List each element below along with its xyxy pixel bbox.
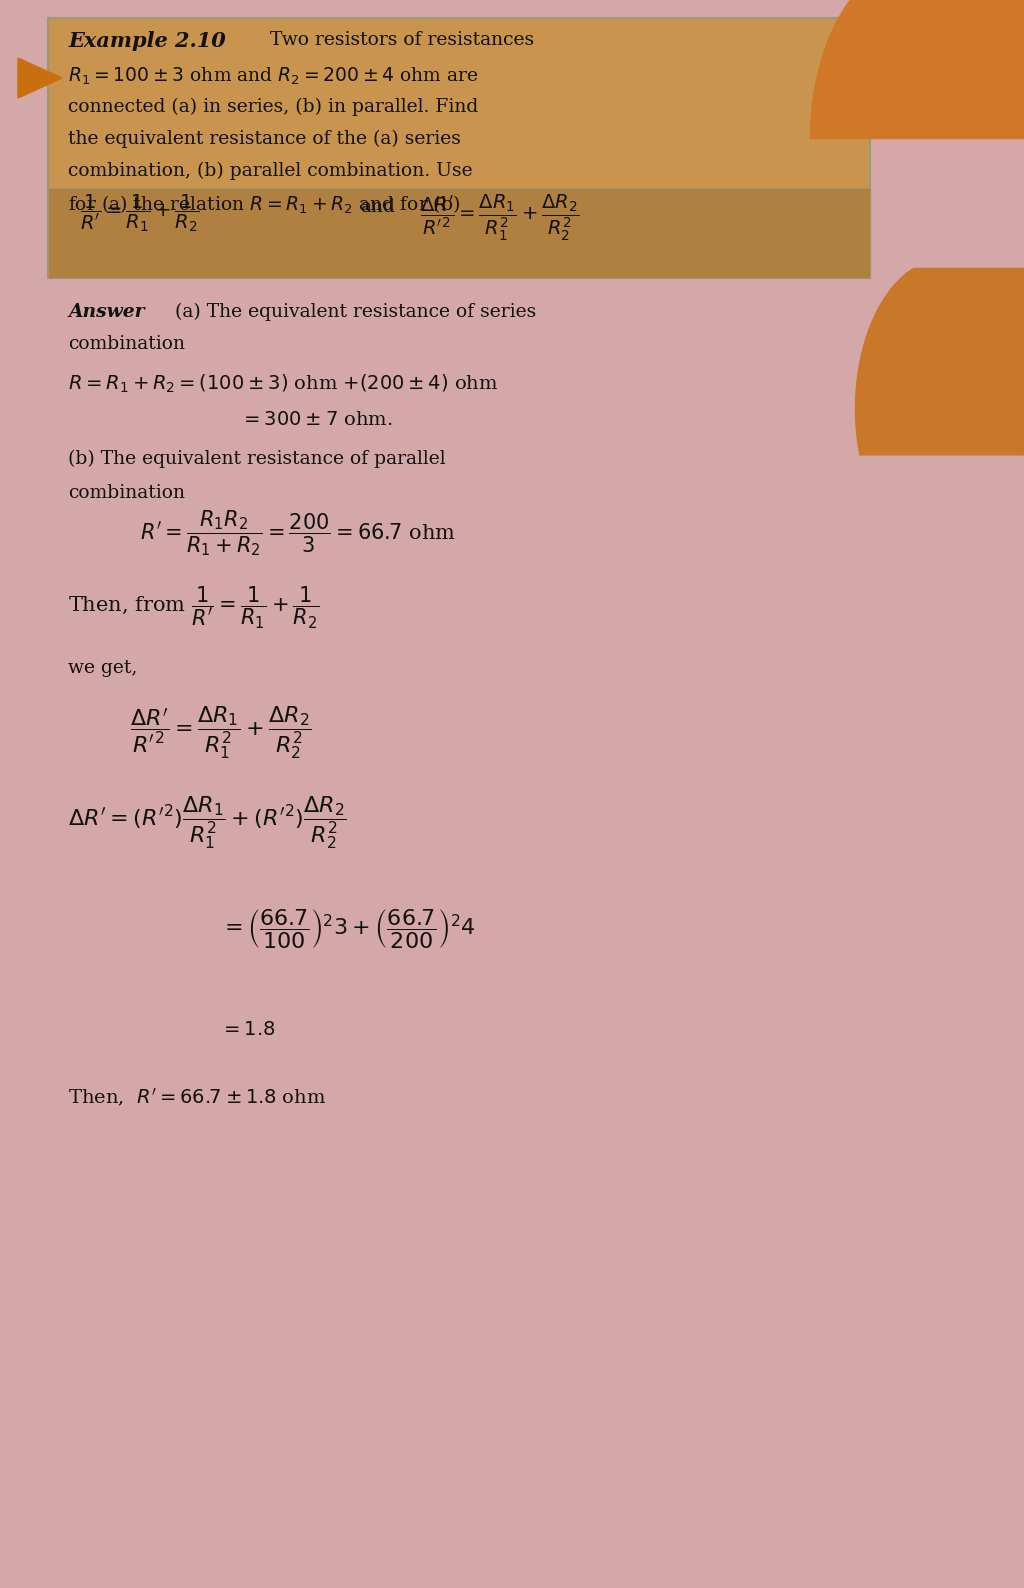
Text: $= 1.8$: $= 1.8$ <box>220 1021 275 1039</box>
Text: for (a) the relation $R = R_1 + R_2$ and for (b): for (a) the relation $R = R_1 + R_2$ and… <box>68 194 460 216</box>
Polygon shape <box>18 59 62 98</box>
Text: $R = R_1 + R_2 = (100\pm3)$ ohm $+ (200\pm4)$ ohm: $R = R_1 + R_2 = (100\pm3)$ ohm $+ (200\… <box>68 373 499 395</box>
Text: $\Delta R' = (R'^2)\dfrac{\Delta R_1}{R_1^2} + (R'^2)\dfrac{\Delta R_2}{R_2^2}$: $\Delta R' = (R'^2)\dfrac{\Delta R_1}{R_… <box>68 796 347 851</box>
Text: $R' = \dfrac{R_1 R_2}{R_1 + R_2} = \dfrac{200}{3} = 66.7$ ohm: $R' = \dfrac{R_1 R_2}{R_1 + R_2} = \dfra… <box>140 508 456 557</box>
Text: $\dfrac{\Delta R'}{R'^2} = \dfrac{\Delta R_1}{R_1^2} + \dfrac{\Delta R_2}{R_2^2}: $\dfrac{\Delta R'}{R'^2} = \dfrac{\Delta… <box>130 705 311 761</box>
Text: $R_1 = 100\pm3$ ohm and $R_2 = 200\pm4$ ohm are: $R_1 = 100\pm3$ ohm and $R_2 = 200\pm4$ … <box>68 67 479 87</box>
Text: $= 300\pm7$ ohm.: $= 300\pm7$ ohm. <box>240 411 393 429</box>
Text: the equivalent resistance of the (a) series: the equivalent resistance of the (a) ser… <box>68 130 461 148</box>
Text: $= \left(\dfrac{66.7}{100}\right)^2 3 + \left(\dfrac{66.7}{200}\right)^2 4$: $= \left(\dfrac{66.7}{100}\right)^2 3 + … <box>220 907 475 950</box>
Text: we get,: we get, <box>68 659 137 676</box>
FancyBboxPatch shape <box>878 0 1024 94</box>
FancyBboxPatch shape <box>48 187 870 278</box>
Text: Two resistors of resistances: Two resistors of resistances <box>270 32 535 49</box>
Text: Then, from $\dfrac{1}{R'} = \dfrac{1}{R_1} + \dfrac{1}{R_2}$: Then, from $\dfrac{1}{R'} = \dfrac{1}{R_… <box>68 584 319 630</box>
Text: combination, (b) parallel combination. Use: combination, (b) parallel combination. U… <box>68 162 473 181</box>
FancyBboxPatch shape <box>48 17 870 278</box>
Text: combination: combination <box>68 335 185 353</box>
Text: and: and <box>360 198 395 216</box>
Text: $\dfrac{\Delta R'}{R'^2} = \dfrac{\Delta R_1}{R_1^2} + \dfrac{\Delta R_2}{R_2^2}: $\dfrac{\Delta R'}{R'^2} = \dfrac{\Delta… <box>420 194 580 243</box>
Text: connected (a) in series, (b) in parallel. Find: connected (a) in series, (b) in parallel… <box>68 98 478 116</box>
Text: Example 2.10: Example 2.10 <box>68 32 225 51</box>
Text: combination: combination <box>68 484 185 502</box>
Text: (b) The equivalent resistance of parallel: (b) The equivalent resistance of paralle… <box>68 449 445 468</box>
Text: (a) The equivalent resistance of series: (a) The equivalent resistance of series <box>175 303 537 321</box>
Text: Answer: Answer <box>68 303 144 321</box>
Text: Then,  $R' = 66.7\pm1.8$ ohm: Then, $R' = 66.7\pm1.8$ ohm <box>68 1086 327 1108</box>
Text: $\dfrac{1}{R'} = \dfrac{1}{R_1} + \dfrac{1}{R_2}$: $\dfrac{1}{R'} = \dfrac{1}{R_1} + \dfrac… <box>80 194 200 235</box>
